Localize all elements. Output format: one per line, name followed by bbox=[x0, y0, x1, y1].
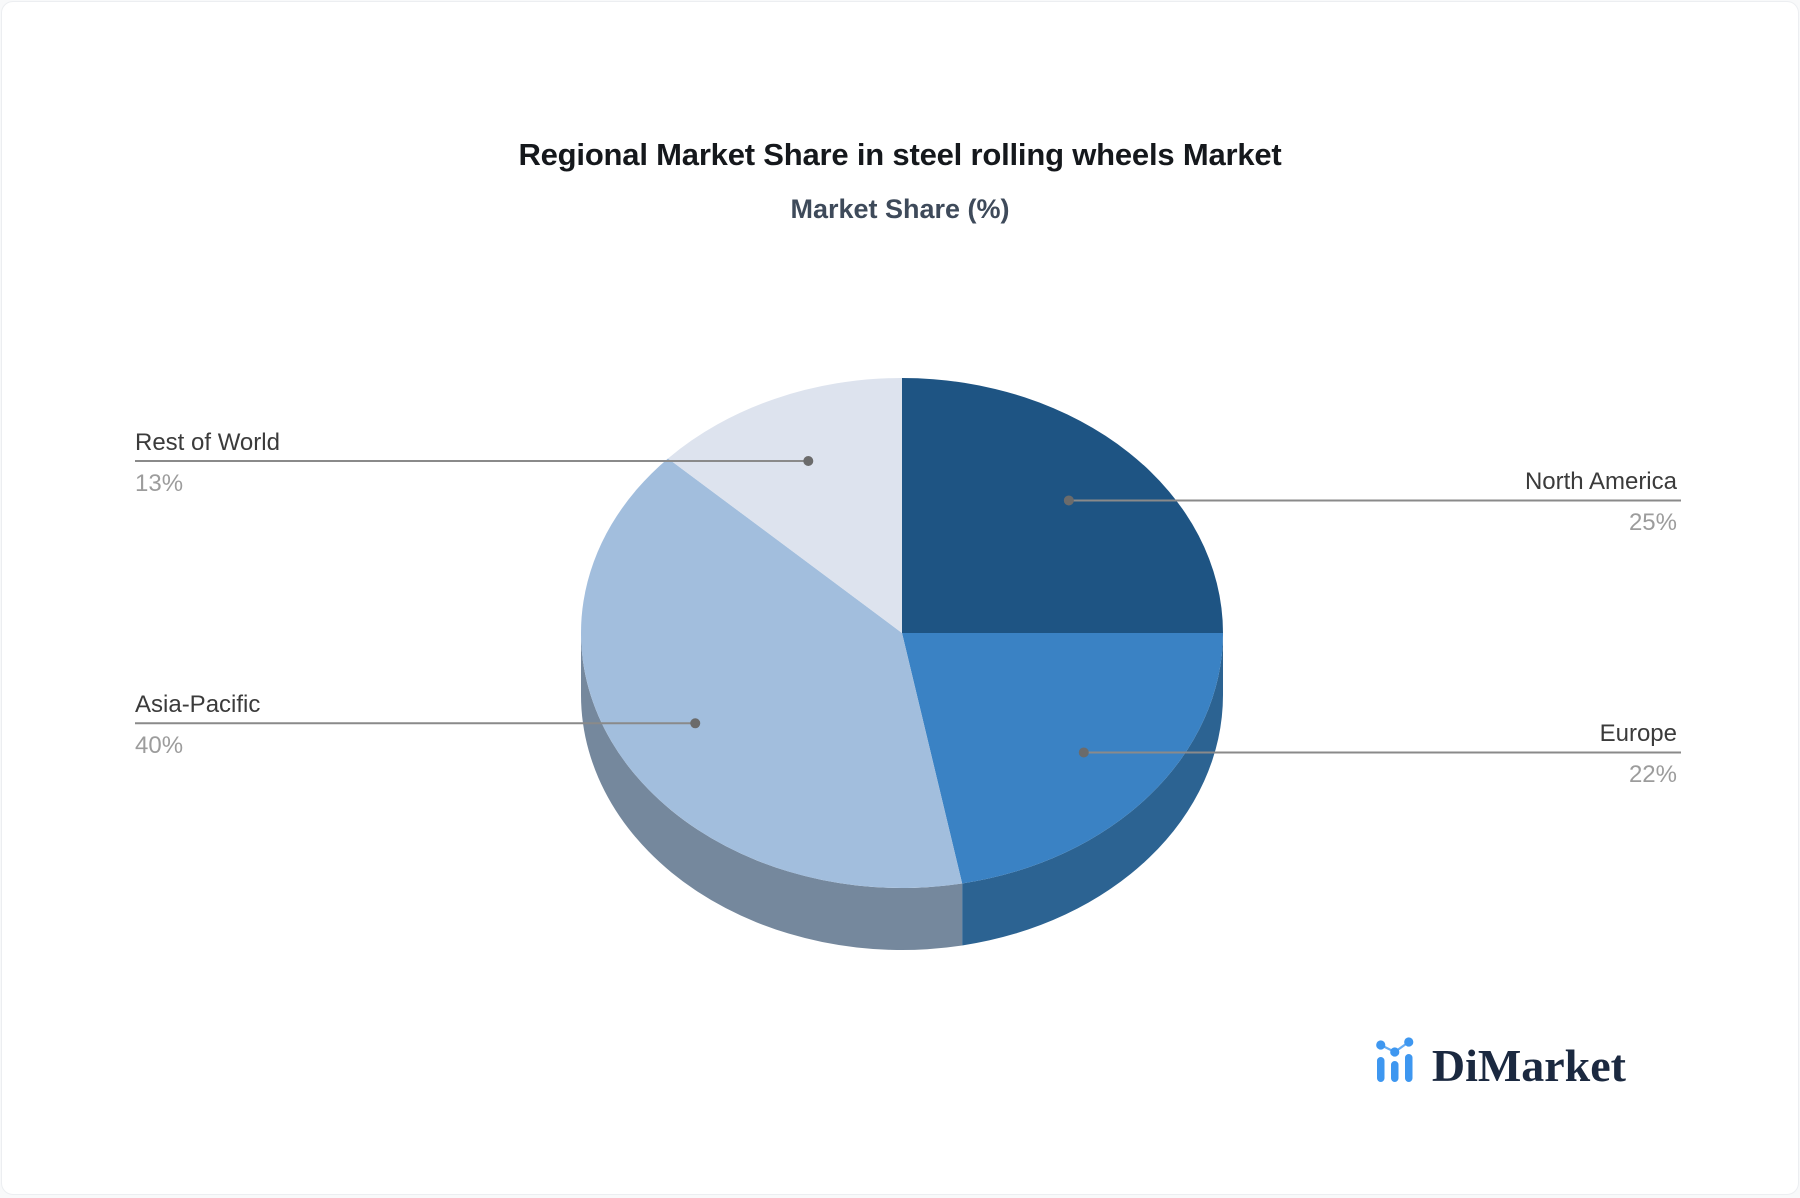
slice-value-asia-pacific: 40% bbox=[135, 732, 184, 760]
pie-slice-europe[interactable] bbox=[902, 633, 1223, 884]
bar-line-chart-icon bbox=[1375, 1037, 1414, 1082]
chart-title: Regional Market Share in steel rolling w… bbox=[518, 137, 1282, 172]
pie-slice-asia-pacific[interactable] bbox=[580, 458, 963, 889]
slice-label-north-america: North America bbox=[1524, 468, 1677, 496]
slice-label-europe: Europe bbox=[1599, 720, 1677, 748]
leader-dot-asia-pacific bbox=[690, 718, 701, 729]
callout-north-america: North America 25% bbox=[1525, 467, 1677, 538]
brand-logo: DiMarket bbox=[1375, 1036, 1626, 1091]
pie-side-europe bbox=[962, 633, 1223, 946]
callout-europe: Europe 22% bbox=[1600, 719, 1677, 790]
leader-dot-rest-of-world bbox=[803, 455, 814, 466]
chart-subtitle: Market Share (%) bbox=[790, 194, 1010, 224]
slice-value-north-america: 25% bbox=[1628, 509, 1677, 537]
pie-side-asia-pacific bbox=[581, 633, 963, 951]
callout-asia-pacific: Asia-Pacific 40% bbox=[135, 690, 260, 761]
leader-dot-europe bbox=[1078, 747, 1089, 758]
pie-slice-rest-of-world[interactable] bbox=[668, 378, 902, 633]
slice-label-rest-of-world: Rest of World bbox=[135, 428, 280, 456]
leader-dot-north-america bbox=[1063, 495, 1074, 506]
brand-name: DiMarket bbox=[1431, 1040, 1626, 1091]
slice-label-asia-pacific: Asia-Pacific bbox=[135, 691, 261, 719]
callout-rest-of-world: Rest of World 13% bbox=[135, 428, 280, 499]
slice-value-rest-of-world: 13% bbox=[135, 469, 184, 497]
pie-slice-north-america[interactable] bbox=[902, 378, 1223, 633]
slice-value-europe: 22% bbox=[1628, 761, 1677, 789]
